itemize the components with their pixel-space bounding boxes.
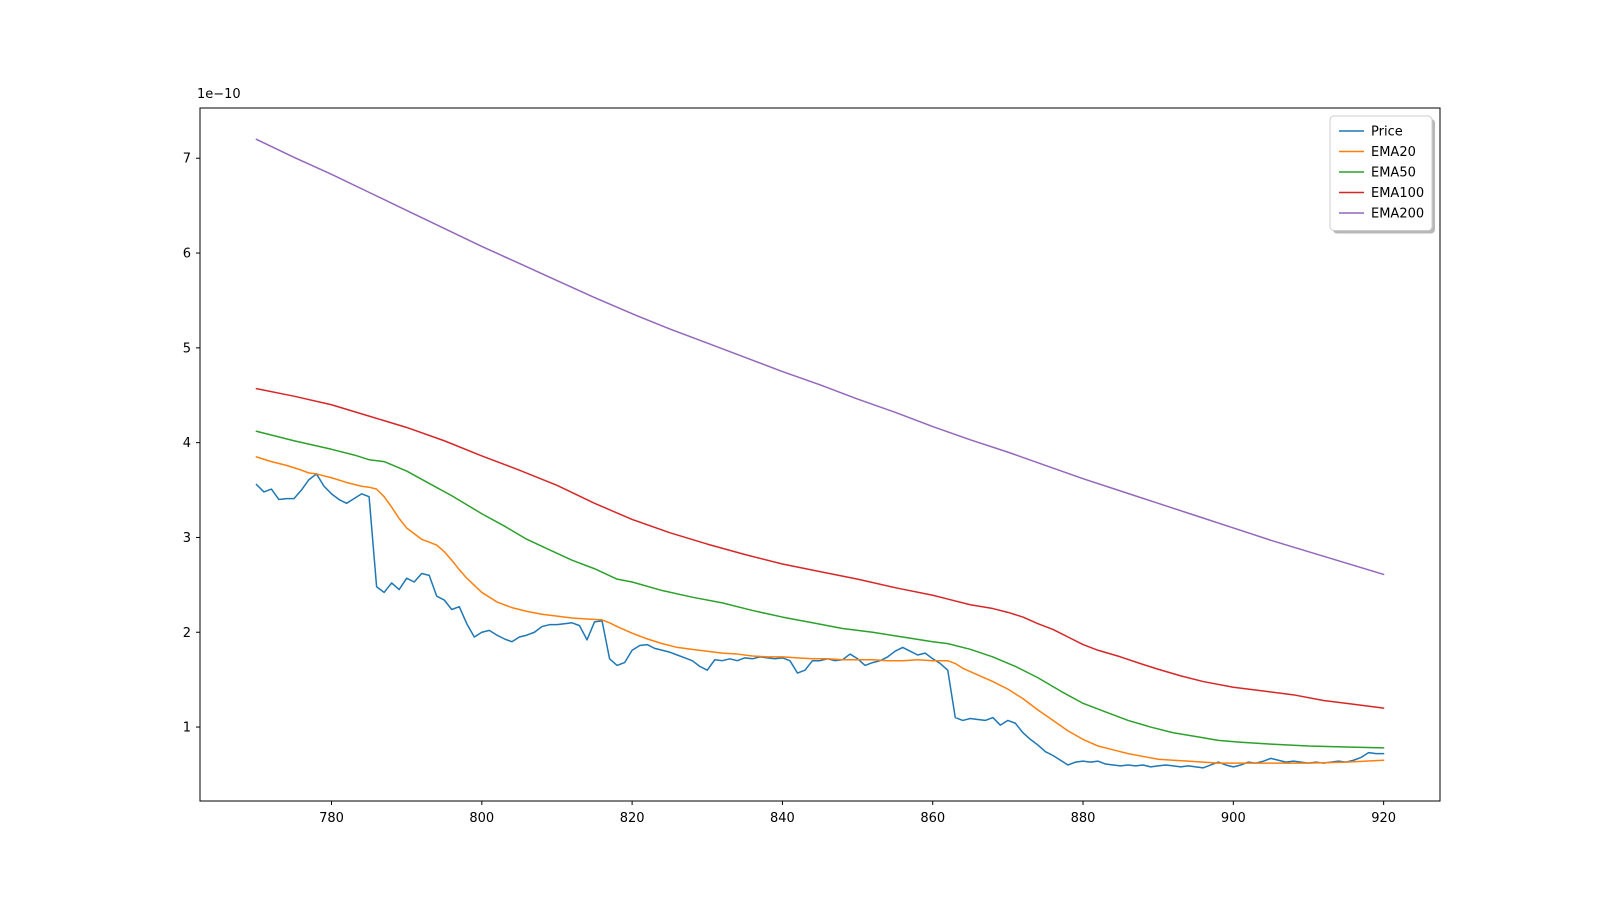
y-tick-label: 3 — [183, 531, 191, 546]
legend: Price EMA20 EMA50 EMA100 EMA200 — [1329, 115, 1435, 234]
series-line-ema50 — [255, 430, 1385, 749]
y-tick-label: 1 — [183, 721, 191, 736]
x-tick-label: 780 — [319, 811, 344, 826]
y-tick-label: 2 — [183, 626, 191, 641]
legend-label: EMA100 — [1371, 186, 1424, 201]
y-tick-label: 7 — [183, 152, 191, 167]
y-tick-label: 6 — [183, 247, 191, 262]
x-tick-label: 900 — [1221, 811, 1246, 826]
series-line-ema200 — [255, 138, 1385, 576]
series-line-price — [255, 473, 1385, 769]
y-tick-label: 5 — [183, 341, 191, 356]
legend-label: Price — [1371, 125, 1403, 140]
x-tick-label: 920 — [1371, 811, 1396, 826]
y-axis-offset-label: 1e−10 — [197, 87, 241, 102]
x-tick-label: 880 — [1071, 811, 1096, 826]
series-line-ema20 — [255, 456, 1385, 764]
x-tick-label: 820 — [620, 811, 645, 826]
series-line-ema100 — [255, 387, 1385, 709]
x-tick-label: 840 — [770, 811, 795, 826]
axes-frame — [199, 107, 1441, 802]
legend-box — [1329, 115, 1433, 231]
x-tick-label: 860 — [920, 811, 945, 826]
legend-label: EMA20 — [1371, 145, 1416, 160]
legend-label: EMA50 — [1371, 166, 1416, 181]
legend-label: EMA200 — [1371, 207, 1424, 222]
y-tick-label: 4 — [183, 436, 191, 451]
x-tick-label: 800 — [469, 811, 494, 826]
